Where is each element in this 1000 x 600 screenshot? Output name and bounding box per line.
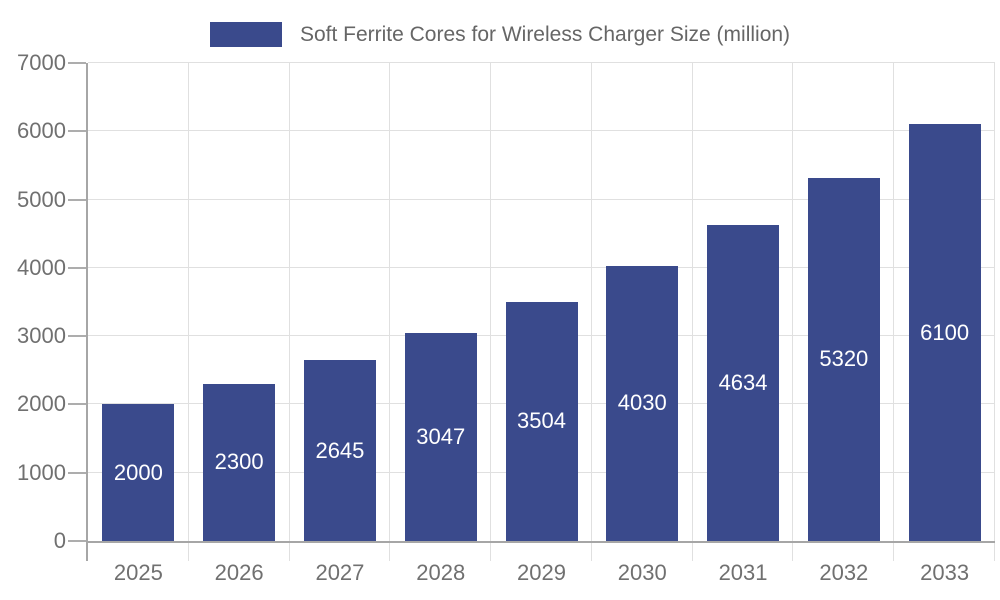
y-axis-tick	[68, 130, 86, 133]
plot-area: 2000 2300 2645 3047 3504 4030 4634 5320 6100 0 10…	[17, 50, 995, 585]
bar-value-label: 3047	[416, 423, 466, 449]
x-axis-tick-label: 2029	[517, 560, 566, 585]
bar[interactable]: 4030	[606, 265, 679, 541]
bar[interactable]: 2645	[303, 360, 376, 541]
x-axis-tick-label: 2031	[718, 560, 768, 585]
v-gridline	[893, 63, 895, 561]
legend-swatch	[209, 22, 282, 47]
x-axis-tick-label: 2025	[113, 560, 163, 585]
v-gridline	[187, 63, 189, 561]
y-axis-line	[86, 63, 88, 561]
bar[interactable]: 2000	[102, 404, 175, 541]
v-gridline	[288, 63, 290, 561]
bar[interactable]: 2300	[203, 383, 276, 541]
y-axis-tick-label: 6000	[17, 118, 66, 144]
bar[interactable]: 5320	[807, 177, 880, 541]
y-axis-tick-label: 3000	[17, 323, 66, 349]
y-axis-tick-label: 7000	[17, 50, 66, 75]
x-axis-tick-label: 2028	[416, 560, 466, 585]
bar-value-label: 5320	[819, 346, 869, 372]
y-axis-tick	[68, 62, 86, 64]
y-axis-tick-label: 0	[53, 528, 66, 553]
legend-label: Soft Ferrite Cores for Wireless Charger …	[299, 23, 791, 46]
v-gridline	[792, 63, 794, 561]
x-axis-tick-label: 2032	[819, 560, 869, 585]
bar-value-label: 2645	[315, 437, 365, 463]
v-gridline	[490, 63, 492, 561]
y-axis-tick	[68, 266, 86, 269]
h-gridline	[88, 62, 995, 63]
y-axis-tick	[68, 335, 86, 338]
v-gridline	[994, 63, 995, 561]
bar-value-label: 2000	[113, 459, 163, 485]
bar-value-label: 4634	[718, 369, 768, 395]
y-axis-tick	[68, 198, 86, 201]
y-axis-tick	[68, 471, 86, 474]
bar-value-label: 6100	[920, 319, 970, 345]
y-axis-tick	[68, 403, 86, 406]
bar[interactable]: 4634	[707, 224, 780, 541]
h-gridline	[88, 198, 995, 200]
bar-value-label: 2300	[214, 449, 264, 475]
bar-value-label: 4030	[617, 390, 667, 416]
x-axis-line	[86, 541, 995, 543]
y-axis-tick-label: 1000	[17, 459, 66, 485]
bar[interactable]: 6100	[908, 124, 981, 541]
v-gridline	[389, 63, 391, 561]
x-axis-tick-label: 2033	[920, 560, 970, 585]
h-gridline	[88, 130, 995, 132]
bar-value-label: 3504	[517, 408, 566, 434]
v-gridline	[590, 63, 592, 561]
y-axis-tick-label: 2000	[17, 391, 66, 417]
y-axis-tick-label: 4000	[17, 254, 66, 280]
h-gridline	[88, 266, 995, 268]
v-gridline	[691, 63, 693, 561]
bar[interactable]: 3047	[404, 332, 477, 541]
x-axis-tick-label: 2030	[617, 560, 667, 585]
x-axis-tick-label: 2027	[315, 560, 365, 585]
y-axis-tick-label: 5000	[17, 186, 66, 212]
legend[interactable]: Soft Ferrite Cores for Wireless Charger …	[0, 22, 1000, 47]
y-axis-tick	[68, 540, 86, 542]
bar[interactable]: 3504	[505, 301, 578, 541]
x-axis-tick-label: 2026	[214, 560, 264, 585]
